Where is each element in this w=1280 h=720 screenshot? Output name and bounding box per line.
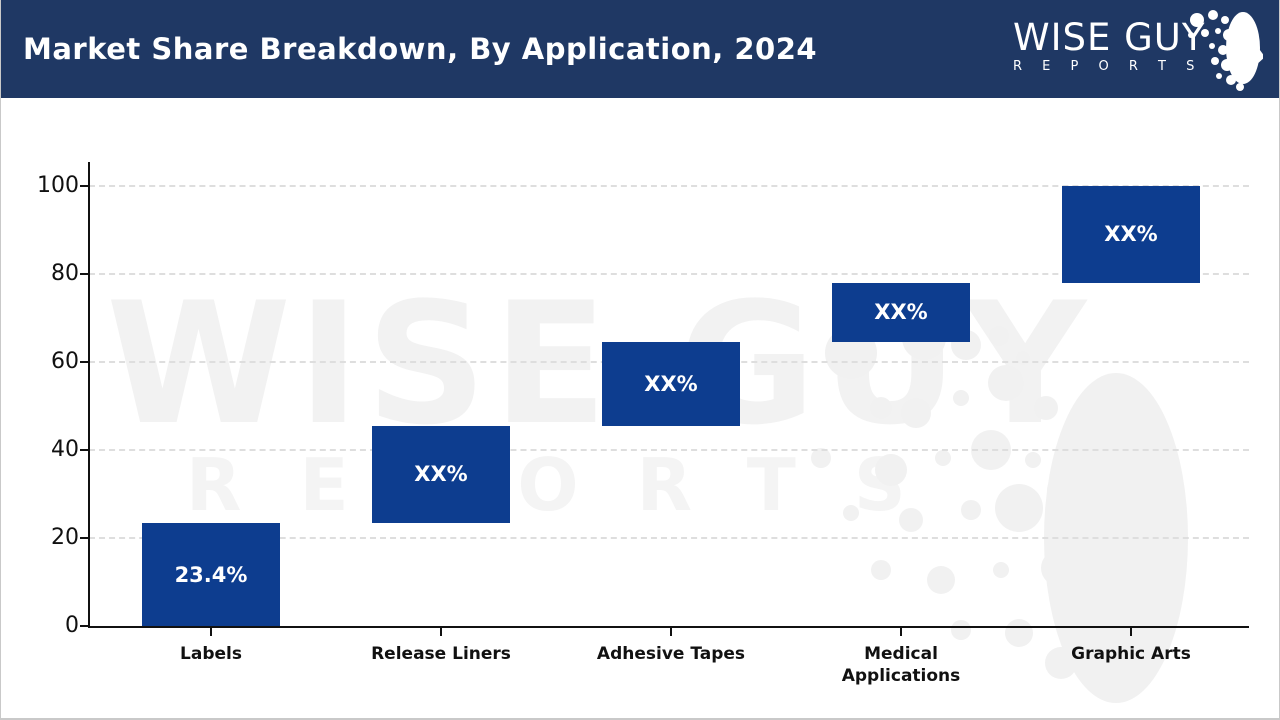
y-tick-label-80: 80 (51, 261, 79, 286)
x-tick-mark-labels (210, 628, 212, 636)
x-axis-line (88, 626, 1249, 628)
gridline-100 (89, 185, 1249, 187)
y-tick-mark-20 (80, 537, 88, 539)
x-tick-label-medical-applications: Medical Applications (841, 644, 961, 687)
logo-subtitle: R E P O R T S (1013, 59, 1203, 74)
bar-medical-applications: XX% (832, 282, 970, 343)
gridline-20 (89, 537, 1249, 539)
bar-value-label: XX% (644, 371, 698, 396)
wise-guy-reports-logo: WISE GUY R E P O R T S (1013, 8, 1263, 92)
watermark-subtitle: REPORTS (186, 443, 964, 527)
bar-adhesive-tapes: XX% (602, 342, 740, 426)
bar-release-liners: XX% (372, 425, 510, 524)
plot-area: WISE GUY REPORTS 0 20 40 60 80 100 23.4% Labels… (1, 98, 1279, 718)
x-tick-mark-adhesive-tapes (670, 628, 672, 636)
x-tick-label-labels: Labels (180, 644, 242, 664)
gridline-40 (89, 449, 1249, 451)
y-tick-mark-80 (80, 273, 88, 275)
logo-text: WISE GUY R E P O R T S (1013, 16, 1206, 75)
bar-value-label: XX% (874, 300, 928, 325)
x-tick-label-graphic-arts: Graphic Arts (1071, 644, 1191, 664)
x-tick-mark-medical-applications (900, 628, 902, 636)
bar-value-label: 23.4% (174, 562, 248, 587)
bar-value-label: XX% (1104, 222, 1158, 247)
y-tick-mark-100 (80, 185, 88, 187)
watermark-head-graphic (811, 316, 1188, 703)
x-tick-label-adhesive-tapes: Adhesive Tapes (596, 644, 746, 664)
head-silhouette-icon (1188, 10, 1263, 91)
y-tick-label-20: 20 (51, 525, 79, 550)
y-tick-label-60: 60 (51, 349, 79, 374)
y-tick-label-40: 40 (51, 437, 79, 462)
y-tick-mark-60 (80, 361, 88, 363)
y-tick-mark-40 (80, 449, 88, 451)
y-axis-line (88, 162, 90, 628)
chart-title: Market Share Breakdown, By Application, … (23, 32, 818, 66)
logo-wordmark: WISE GUY (1013, 16, 1206, 59)
bar-graphic-arts: XX% (1062, 186, 1200, 283)
gridline-80 (89, 273, 1249, 275)
figure-header-bar: Market Share Breakdown, By Application, … (1, 0, 1279, 98)
bar-value-label: XX% (414, 462, 468, 487)
y-tick-mark-0 (80, 625, 88, 627)
y-tick-label-0: 0 (65, 613, 79, 638)
x-tick-mark-release-liners (440, 628, 442, 636)
x-tick-mark-graphic-arts (1130, 628, 1132, 636)
y-tick-label-100: 100 (37, 173, 79, 198)
x-tick-label-release-liners: Release Liners (371, 644, 511, 664)
bar-labels: 23.4% (142, 523, 280, 626)
